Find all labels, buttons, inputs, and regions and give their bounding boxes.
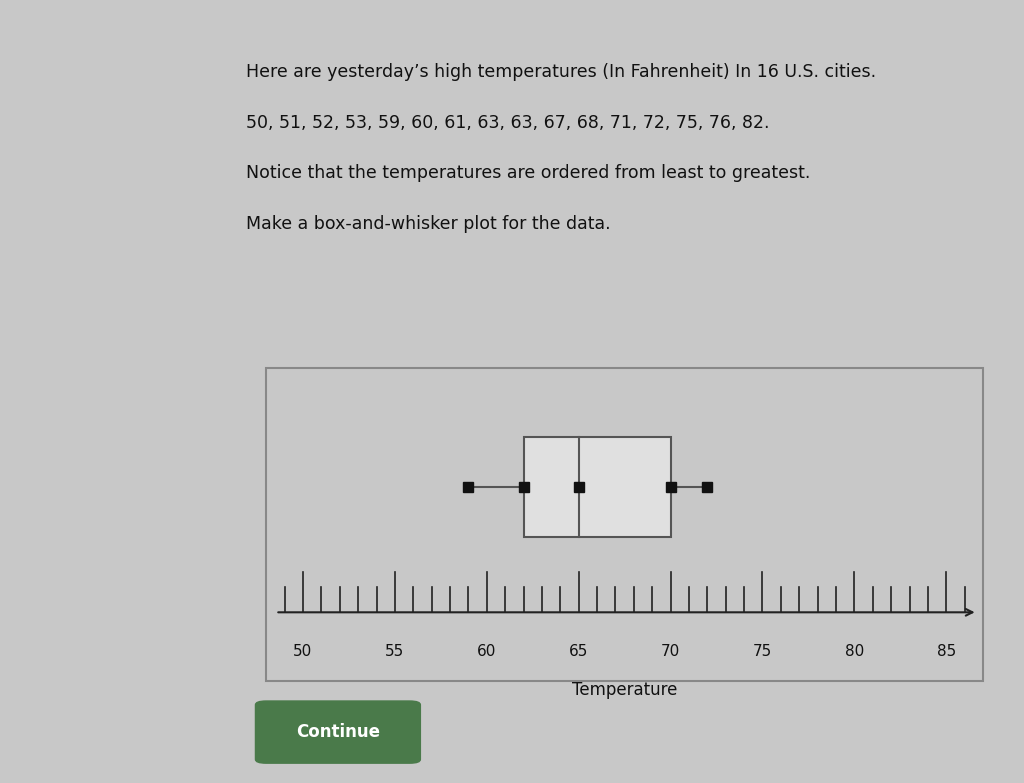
Text: Continue: Continue [296,723,380,741]
FancyBboxPatch shape [255,700,421,764]
Text: Temperature: Temperature [572,681,677,699]
Text: 70: 70 [660,644,680,659]
Text: Here are yesterday’s high temperatures (In Fahrenheit) In 16 U.S. cities.: Here are yesterday’s high temperatures (… [246,63,876,81]
Text: 50, 51, 52, 53, 59, 60, 61, 63, 63, 67, 68, 71, 72, 75, 76, 82.: 50, 51, 52, 53, 59, 60, 61, 63, 63, 67, … [246,114,769,132]
Text: Notice that the temperatures are ordered from least to greatest.: Notice that the temperatures are ordered… [246,164,810,182]
Text: Make a box-and-whisker plot for the data.: Make a box-and-whisker plot for the data… [246,215,610,233]
Text: 80: 80 [845,644,864,659]
Text: 65: 65 [569,644,589,659]
Text: 60: 60 [477,644,497,659]
Text: 75: 75 [753,644,772,659]
Text: 50: 50 [293,644,312,659]
Text: 55: 55 [385,644,404,659]
Bar [523,437,671,537]
Text: 85: 85 [937,644,956,659]
